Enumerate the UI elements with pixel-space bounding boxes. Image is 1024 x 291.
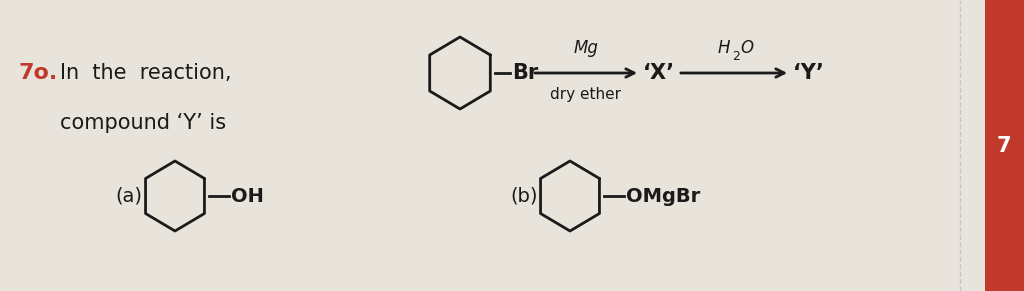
Bar xyxy=(985,0,1024,291)
Text: O: O xyxy=(740,39,753,57)
Text: (b): (b) xyxy=(510,187,538,205)
Text: H: H xyxy=(718,39,730,57)
Text: ‘X’: ‘X’ xyxy=(643,63,675,83)
Text: 7o.: 7o. xyxy=(18,63,57,83)
Text: Br: Br xyxy=(512,63,539,83)
Text: (a): (a) xyxy=(115,187,142,205)
Text: 2: 2 xyxy=(732,50,740,63)
Text: compound ‘Y’ is: compound ‘Y’ is xyxy=(60,113,226,133)
Text: ‘Y’: ‘Y’ xyxy=(793,63,825,83)
Text: OMgBr: OMgBr xyxy=(626,187,700,205)
Text: OH: OH xyxy=(231,187,264,205)
Text: 7: 7 xyxy=(996,136,1012,156)
Text: In  the  reaction,: In the reaction, xyxy=(60,63,231,83)
Text: Mg: Mg xyxy=(573,39,598,57)
Text: dry ether: dry ether xyxy=(551,87,622,102)
